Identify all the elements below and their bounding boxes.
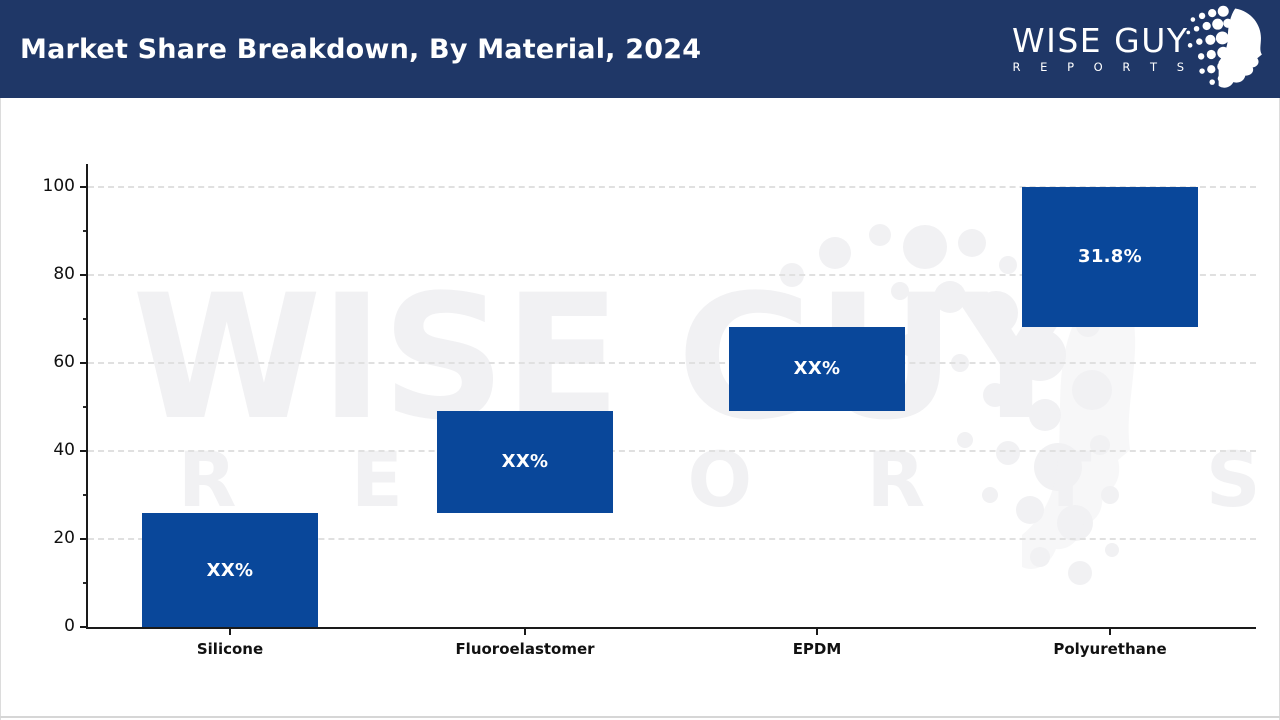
y-axis-tick-mark [80, 186, 88, 188]
header: Market Share Breakdown, By Material, 202… [0, 0, 1280, 98]
bar-epdm: XX% [729, 326, 905, 411]
bar-fluoroelastomer: XX% [437, 410, 613, 514]
y-axis-minor-tick [83, 230, 88, 232]
y-axis-tick-mark [80, 450, 88, 452]
bar-value-label: XX% [793, 358, 841, 380]
wiseguy-face-icon [1186, 5, 1262, 88]
y-axis-tick-label: 0 [64, 616, 75, 636]
x-axis-category-label: EPDM [792, 640, 842, 658]
y-axis-tick-label: 100 [42, 176, 75, 196]
x-axis-tick-mark [1109, 629, 1111, 635]
y-axis-spine [86, 164, 88, 629]
wiseguy-logo-text: WISE GUY R E P O R T S [1009, 24, 1193, 74]
bar-value-label: 31.8% [1078, 246, 1142, 268]
y-axis-tick-label: 60 [53, 352, 75, 372]
x-axis-category-label: Silicone [196, 640, 264, 658]
frame-border-left [0, 98, 1, 720]
y-axis-tick-mark [80, 362, 88, 364]
logo-wordmark: WISE GUY [1011, 21, 1189, 60]
x-axis-tick-mark [816, 629, 818, 635]
y-axis-minor-tick [83, 494, 88, 496]
x-axis-tick-mark [229, 629, 231, 635]
page-title: Market Share Breakdown, By Material, 202… [20, 33, 702, 65]
gridline-y40 [88, 450, 1256, 452]
y-axis-tick-mark [80, 626, 88, 628]
gridline-y100 [88, 186, 1256, 188]
wiseguy-logo: WISE GUY R E P O R T S [1009, 4, 1273, 94]
y-axis-tick-mark [80, 274, 88, 276]
x-axis-category-label: Fluoroelastomer [455, 640, 595, 658]
y-axis-tick-mark [80, 538, 88, 540]
gridline-y20 [88, 538, 1256, 540]
x-axis-spine [86, 627, 1256, 629]
y-axis-minor-tick [83, 406, 88, 408]
y-axis-minor-tick [83, 318, 88, 320]
y-axis-tick-label: 40 [53, 440, 75, 460]
y-axis-tick-label: 80 [53, 264, 75, 284]
bar-value-label: XX% [501, 451, 549, 473]
logo-subtitle: R E P O R T S [1012, 60, 1192, 74]
bar-silicone: XX% [142, 513, 318, 627]
gridline-y80 [88, 274, 1256, 276]
x-axis-tick-mark [524, 629, 526, 635]
gridline-y60 [88, 362, 1256, 364]
x-axis-category-label: Polyurethane [1053, 640, 1167, 658]
y-axis-minor-tick [83, 582, 88, 584]
frame-border-bottom [0, 716, 1280, 718]
y-axis-tick-label: 20 [53, 528, 75, 548]
watermark-dots-icon [780, 224, 1136, 585]
bar-polyurethane: 31.8% [1022, 187, 1198, 327]
bar-value-label: XX% [206, 559, 254, 581]
